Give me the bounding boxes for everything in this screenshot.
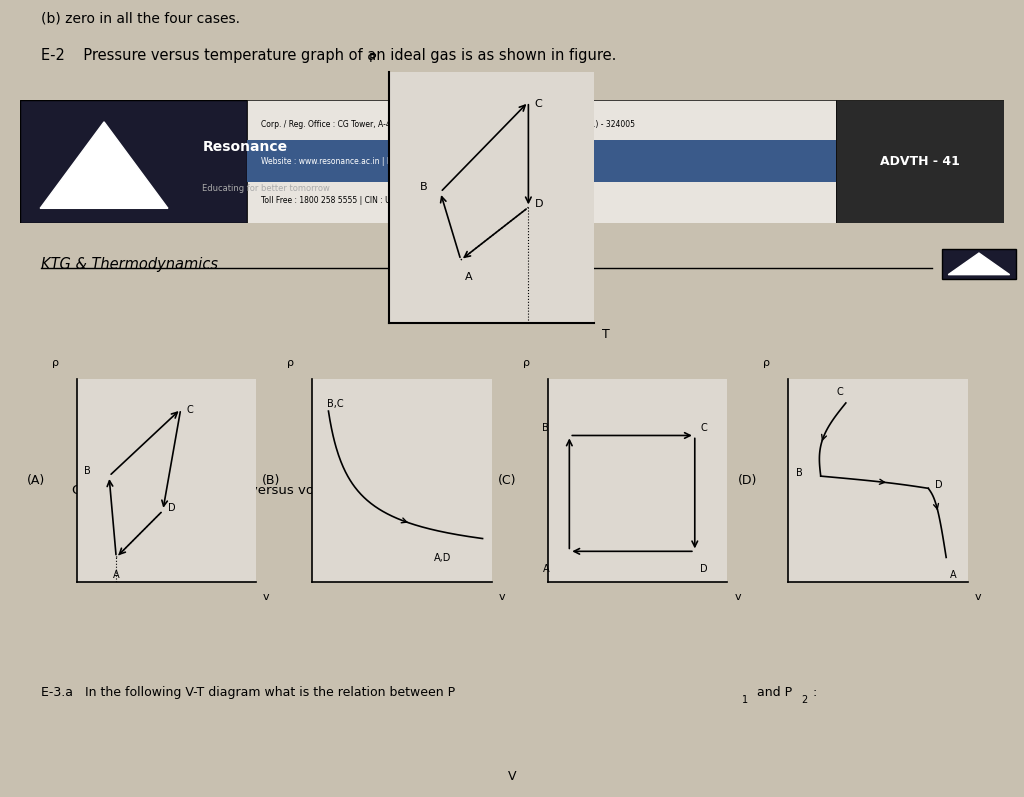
Text: v: v bbox=[263, 592, 269, 602]
Text: (D): (D) bbox=[738, 473, 757, 487]
Text: B,C: B,C bbox=[327, 399, 343, 409]
Text: B: B bbox=[420, 182, 427, 192]
Text: D: D bbox=[535, 199, 543, 210]
Text: (B): (B) bbox=[262, 473, 281, 487]
Text: A: A bbox=[543, 563, 549, 574]
Bar bbox=[942, 249, 1016, 279]
Text: ρ: ρ bbox=[764, 359, 770, 368]
Text: v: v bbox=[499, 592, 505, 602]
Text: (A): (A) bbox=[27, 473, 45, 487]
Bar bbox=[247, 100, 837, 223]
Text: C: C bbox=[700, 423, 707, 434]
Text: D: D bbox=[700, 563, 708, 574]
Text: E-3.a   In the following V-T diagram what is the relation between P: E-3.a In the following V-T diagram what … bbox=[41, 686, 455, 699]
Text: P: P bbox=[369, 52, 376, 65]
Text: D: D bbox=[936, 481, 943, 490]
Text: A: A bbox=[465, 272, 472, 282]
Text: KTG & Thermodynamics: KTG & Thermodynamics bbox=[41, 257, 218, 272]
Text: A,D: A,D bbox=[434, 553, 452, 563]
Text: ADVTH - 41: ADVTH - 41 bbox=[880, 155, 959, 168]
Bar bbox=[20, 100, 247, 223]
Text: ρ: ρ bbox=[51, 359, 58, 368]
Text: T: T bbox=[602, 328, 610, 341]
Text: v: v bbox=[975, 592, 981, 602]
Text: E-2    Pressure versus temperature graph of an ideal gas is as shown in figure.: E-2 Pressure versus temperature graph of… bbox=[41, 48, 616, 63]
Bar bbox=[247, 140, 837, 183]
Text: B: B bbox=[796, 468, 803, 478]
Polygon shape bbox=[40, 122, 168, 208]
Text: Website : www.resonance.ac.in | E-mail : contact@resonance.ac.in: Website : www.resonance.ac.in | E-mail :… bbox=[261, 157, 515, 166]
Text: 2: 2 bbox=[801, 694, 807, 705]
Text: :: : bbox=[809, 686, 817, 699]
Bar bbox=[837, 100, 1004, 223]
Text: 1: 1 bbox=[742, 694, 749, 705]
Text: ρ: ρ bbox=[287, 359, 294, 368]
Text: and P: and P bbox=[753, 686, 792, 699]
Text: (C): (C) bbox=[498, 473, 516, 487]
Text: A: A bbox=[950, 570, 956, 579]
Text: Educating for better tomorrow: Educating for better tomorrow bbox=[203, 184, 330, 193]
Text: Toll Free : 1800 258 5555 | CIN : U80302RJ2007PLC024029: Toll Free : 1800 258 5555 | CIN : U80302… bbox=[261, 196, 485, 206]
Text: ρ: ρ bbox=[523, 359, 529, 368]
Text: Corresponding density (ρ) versus volume (v) graph will be :: Corresponding density (ρ) versus volume … bbox=[72, 484, 469, 497]
Text: v: v bbox=[734, 592, 740, 602]
Text: Resonance: Resonance bbox=[203, 139, 288, 154]
Text: Corp. / Reg. Office : CG Tower, A-46 & 52, IPIA, Near City Mall, Jhalawar Road, : Corp. / Reg. Office : CG Tower, A-46 & 5… bbox=[261, 120, 635, 129]
Text: C: C bbox=[186, 405, 193, 415]
Polygon shape bbox=[948, 253, 1010, 275]
Text: V: V bbox=[508, 770, 516, 783]
Text: D: D bbox=[168, 503, 176, 512]
Text: B: B bbox=[84, 466, 91, 476]
Text: (b) zero in all the four cases.: (b) zero in all the four cases. bbox=[41, 12, 240, 26]
Text: A: A bbox=[113, 570, 119, 579]
Text: C: C bbox=[535, 99, 543, 109]
Text: B: B bbox=[543, 423, 549, 434]
Text: C: C bbox=[837, 387, 844, 397]
